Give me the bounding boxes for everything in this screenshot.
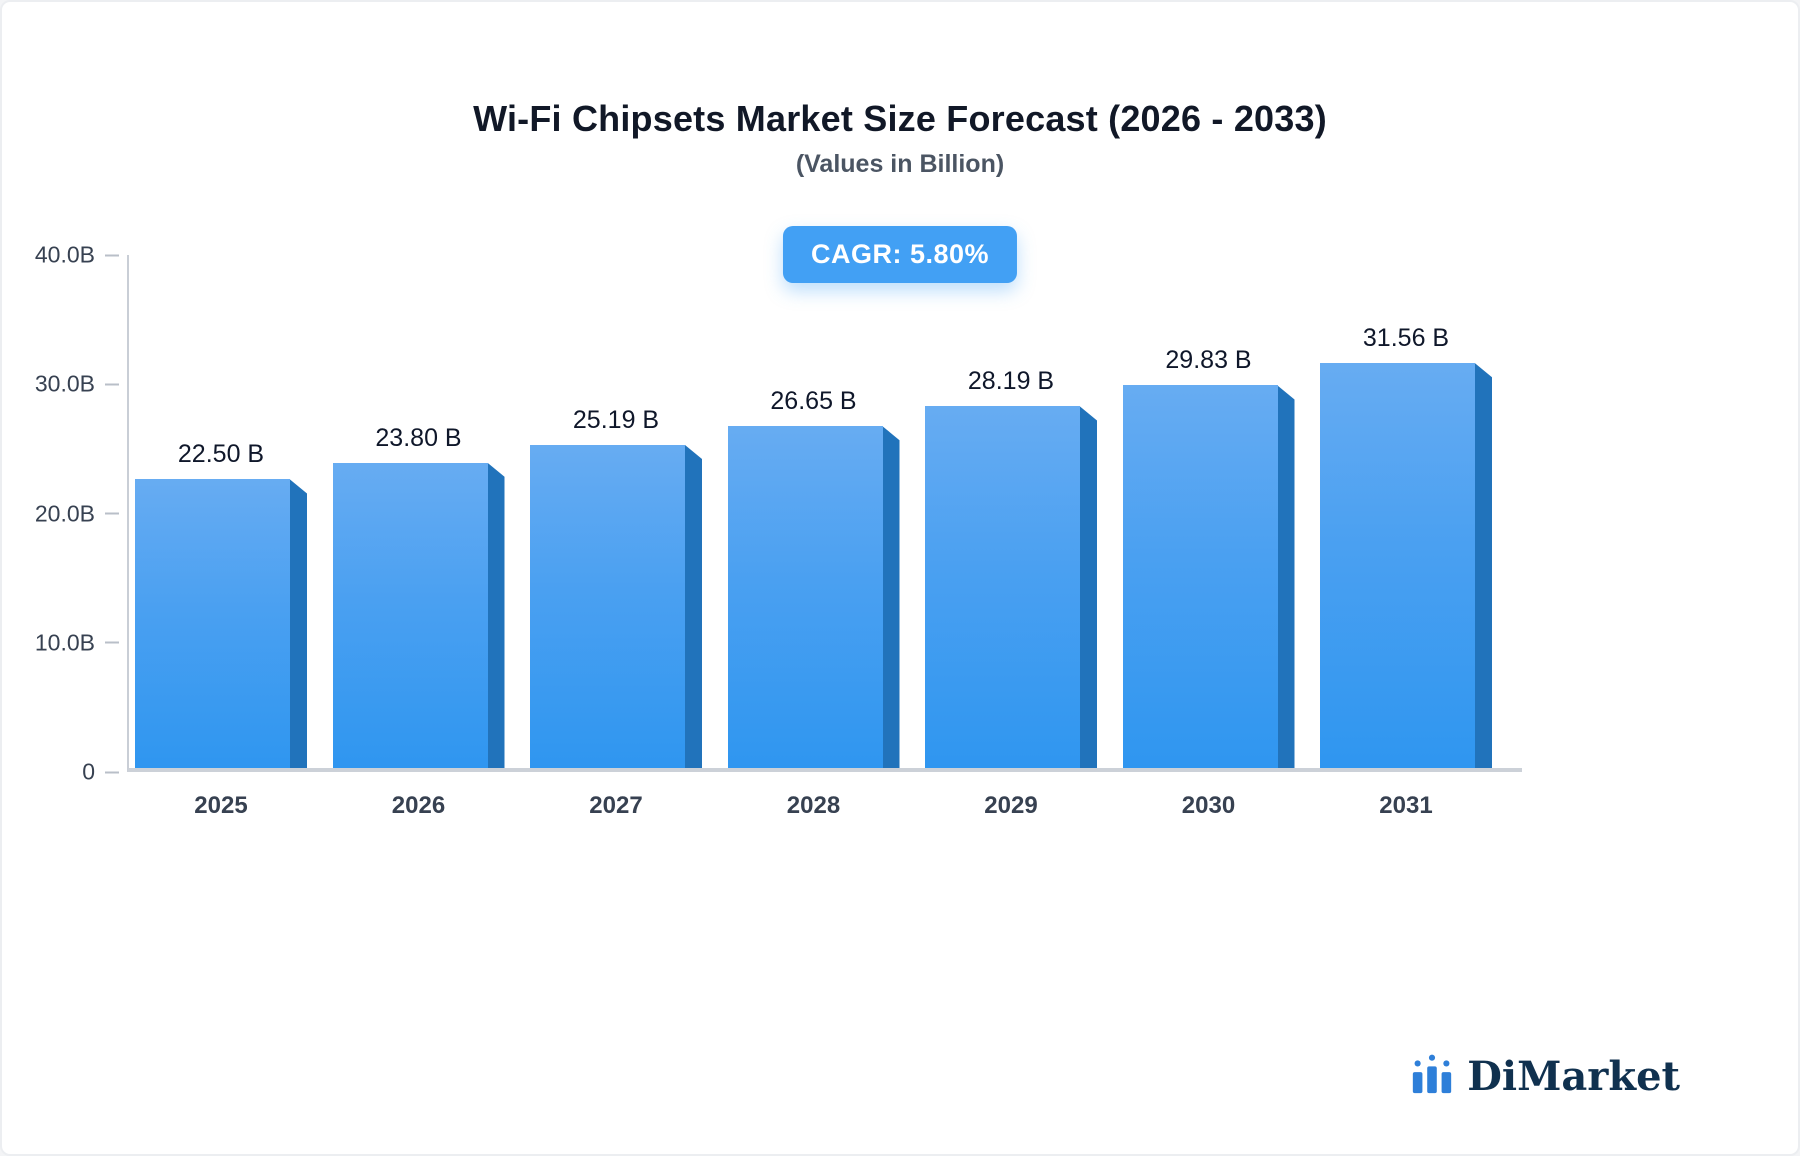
y-tick: 20.0B — [35, 500, 127, 527]
bar-value-label: 31.56 B — [1362, 324, 1450, 353]
page-title: Wi-Fi Chipsets Market Size Forecast (202… — [473, 98, 1327, 139]
bar — [727, 426, 900, 768]
brand-logo: DiMarket — [1409, 1051, 1680, 1102]
plot-area: 22.50 B 2025 23.80 B 2026 25.19 B 2027 26.65 B… — [127, 255, 1522, 819]
x-axis-label: 2031 — [1379, 792, 1433, 819]
plot: 22.50 B 2025 23.80 B 2026 25.19 B 2027 26.65 B… — [135, 255, 1492, 819]
x-axis-label: 2028 — [786, 792, 841, 819]
bar-group: 23.80 B 2026 — [332, 255, 505, 819]
x-axis-label: 2029 — [984, 792, 1038, 819]
bar-group: 26.65 B 2028 — [727, 255, 900, 819]
bar — [332, 462, 505, 768]
y-tick-label: 10.0B — [34, 629, 95, 656]
chart-subtitle: (Values in Billion) — [795, 150, 1005, 178]
y-tick: 0 — [82, 759, 127, 786]
x-axis-label: 2025 — [194, 792, 248, 819]
bar-side-face — [1277, 385, 1295, 768]
bar-side-face — [290, 479, 307, 768]
bar-group: 31.56 B 2031 — [1320, 255, 1492, 819]
y-tick-mark — [105, 641, 119, 644]
bar — [1320, 363, 1492, 768]
y-tick: 30.0B — [35, 371, 127, 398]
y-tick: 40.0B — [35, 242, 127, 269]
bar-group: 22.50 B 2025 — [135, 255, 307, 819]
bar-side-face — [1080, 406, 1097, 768]
y-tick-label: 0 — [82, 758, 95, 785]
y-axis: 40.0B 30.0B 20.0B 10.0B 0 — [2, 242, 127, 785]
bar-group: 28.19 B 2029 — [925, 255, 1097, 819]
x-axis-label: 2026 — [391, 792, 446, 819]
y-tick-label: 40.0B — [34, 241, 95, 268]
bar — [135, 479, 307, 768]
bar-value-label: 26.65 B — [770, 387, 857, 416]
brand-name: DiMarket — [1467, 1053, 1680, 1100]
y-tick-label: 20.0B — [34, 500, 95, 526]
bar — [925, 406, 1097, 768]
bar-group: 25.19 B 2027 — [530, 255, 702, 819]
y-tick-mark — [105, 383, 119, 386]
bar — [530, 444, 702, 768]
bar-chart-icon — [1409, 1051, 1455, 1102]
y-tick-mark — [105, 771, 119, 773]
cagr-badge: CAGR: 5.80% — [782, 226, 1018, 283]
x-axis-label: 2027 — [589, 792, 643, 819]
bar-side-face — [487, 462, 505, 768]
bar-side-face — [882, 426, 900, 768]
bar-value-label: 29.83 B — [1165, 346, 1252, 375]
x-axis-label: 2030 — [1181, 792, 1236, 819]
bar-group: 29.83 B 2030 — [1122, 255, 1295, 819]
bar-side-face — [685, 444, 702, 768]
y-tick-label: 30.0B — [34, 370, 95, 397]
bar-value-label: 28.19 B — [967, 367, 1055, 396]
y-tick: 10.0B — [35, 629, 127, 656]
y-tick-mark — [105, 512, 119, 515]
y-tick-mark — [105, 254, 119, 256]
bar-value-label: 22.50 B — [177, 440, 265, 469]
bar-side-face — [1475, 363, 1492, 768]
bar-value-label: 23.80 B — [375, 423, 462, 452]
bar-value-label: 25.19 B — [572, 405, 660, 434]
bar — [1122, 385, 1295, 768]
